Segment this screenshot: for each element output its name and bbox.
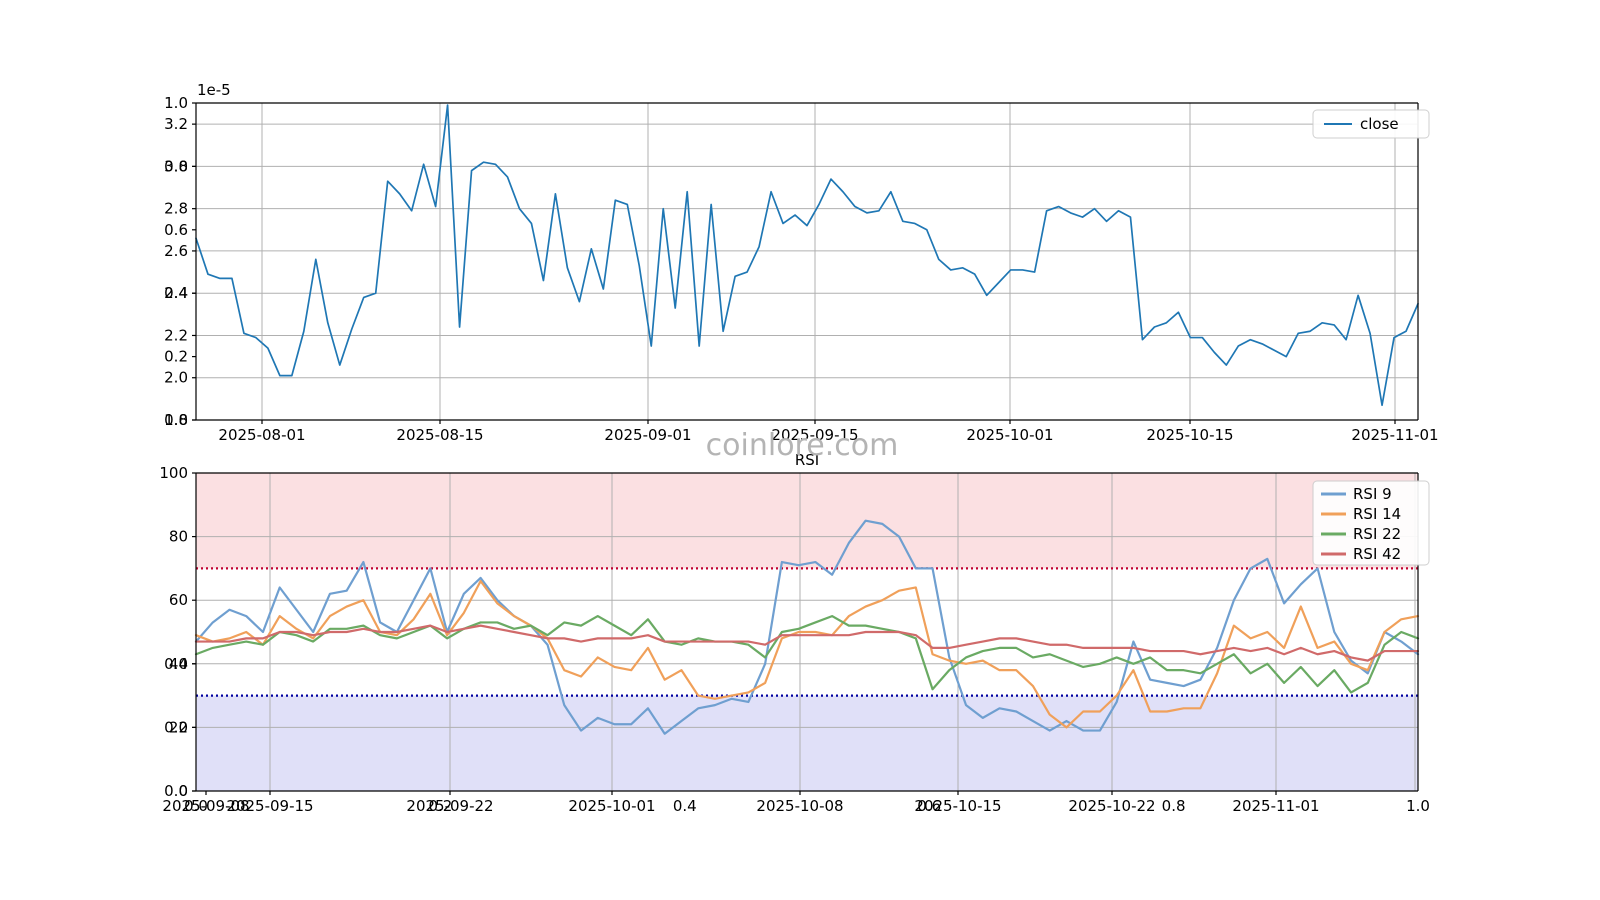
xtick-label: 2025-11-01 [1351,426,1438,444]
series-line-close [195,104,1419,407]
price-panel: 1.8 2.0 2.2 2.4 2.6 2.8 3.0 3.2 1e-5 0.0 0.2 0.4 0.6… [164,81,1438,444]
rsi-series [194,519,1420,735]
price-xtick-labels: 2025-08-01 2025-08-15 2025-09-01 2025-09-15… [218,420,1439,444]
rsi-legend[interactable]: RSI 9 RSI 14 RSI 22 RSI 42 [1312,480,1430,566]
legend-label-close: close [1360,115,1399,133]
ytick-label: 2.2 [164,326,188,344]
rsi-ytick-labels: 0 20 40 60 80 100 [159,464,196,800]
price-legend[interactable]: close [1312,109,1430,139]
secondary-ytick-label: 0.4 [164,655,188,673]
price-secondary-ytick-labels: 0.0 0.2 0.4 0.6 0.8 1.0 [164,94,196,429]
xtick-label: 2025-10-01 [966,426,1053,444]
legend-label-rsi-22: RSI 22 [1353,525,1401,543]
shaded-band [196,695,1418,791]
secondary-ytick-label: 0.2 [164,718,188,736]
ytick-label: 100 [159,464,188,482]
legend-label-rsi-9: RSI 9 [1353,485,1392,503]
ytick-label: 2.4 [164,284,188,302]
series-line-rsi-22 [194,614,1420,694]
xtick-label: 2025-09-15 [226,797,313,815]
ytick-label: 1.8 [164,411,188,429]
xtick-label: 2025-08-15 [396,426,483,444]
price-ytick-labels: 1.8 2.0 2.2 2.4 2.6 2.8 3.0 3.2 [164,115,196,429]
xtick-label: 2025-09-15 [771,426,858,444]
ytick-label: 2.8 [164,200,188,218]
ytick-label: 20 [169,718,188,736]
xtick-label: 2025-10-15 [914,797,1001,815]
rsi-secondary-xtick-labels: 0.0 0.2 0.4 0.6 0.8 1.0 [184,797,1430,815]
secondary-xtick-label: 0.8 [1162,797,1186,815]
legend-label-rsi-14: RSI 14 [1353,505,1401,523]
secondary-xtick-label: 1.0 [1406,797,1430,815]
secondary-ytick-label: 0.0 [164,411,188,429]
rsi-shaded-bands [196,473,1418,791]
secondary-ytick-label: 1.0 [164,94,188,112]
rsi-panel-title: RSI [795,451,819,469]
secondary-xtick-label: 0.2 [428,797,452,815]
series-line-rsi-42 [194,624,1420,662]
xtick-label: 2025-09-01 [604,426,691,444]
xtick-label: 2025-10-01 [568,797,655,815]
legend-box [1312,109,1430,139]
price-plot-area [196,103,1418,420]
secondary-ytick-label: 0.4 [164,284,188,302]
secondary-ytick-label: 0.2 [164,348,188,366]
ytick-label: 40 [169,655,188,673]
secondary-xtick-label: 0.6 [917,797,941,815]
rsi-threshold-lines [196,567,1418,697]
rsi-secondary-ytick-labels: 0.0 0.2 0.4 [164,655,196,800]
secondary-xtick-label: 0.0 [184,797,208,815]
y-axis-offset-label: 1e-5 [197,81,231,99]
xtick-label: 2025-11-01 [1232,797,1319,815]
ytick-label: 0 [178,782,188,800]
watermark-group: coinlore.com [706,428,899,463]
watermark-text: coinlore.com [706,428,899,463]
rsi-panel: 0204060801000.00.20.42025-09-082025-09-1… [159,451,1430,815]
secondary-ytick-label: 0.8 [164,157,188,175]
xtick-label: 2025-10-22 [1068,797,1155,815]
secondary-xtick-label: 0.4 [673,797,697,815]
price-gridlines [196,103,1418,421]
legend-box [1312,480,1430,566]
xtick-label: 2025-10-15 [1146,426,1233,444]
secondary-ytick-label: 0.0 [164,782,188,800]
ytick-label: 2.6 [164,242,188,260]
xtick-label: 2025-09-22 [406,797,493,815]
ytick-label: 2.0 [164,369,188,387]
series-line-rsi-9 [194,519,1420,735]
ytick-label: 80 [169,528,188,546]
xtick-label: 2025-10-08 [756,797,843,815]
legend-label-rsi-42: RSI 42 [1353,545,1401,563]
ytick-label: 3.0 [164,157,188,175]
ytick-label: 3.2 [164,115,188,133]
xtick-label: 2025-09-08 [162,797,249,815]
secondary-ytick-label: 0.6 [164,221,188,239]
xtick-label: 2025-08-01 [218,426,305,444]
ytick-label: 60 [169,591,188,609]
shaded-band [196,473,1418,569]
